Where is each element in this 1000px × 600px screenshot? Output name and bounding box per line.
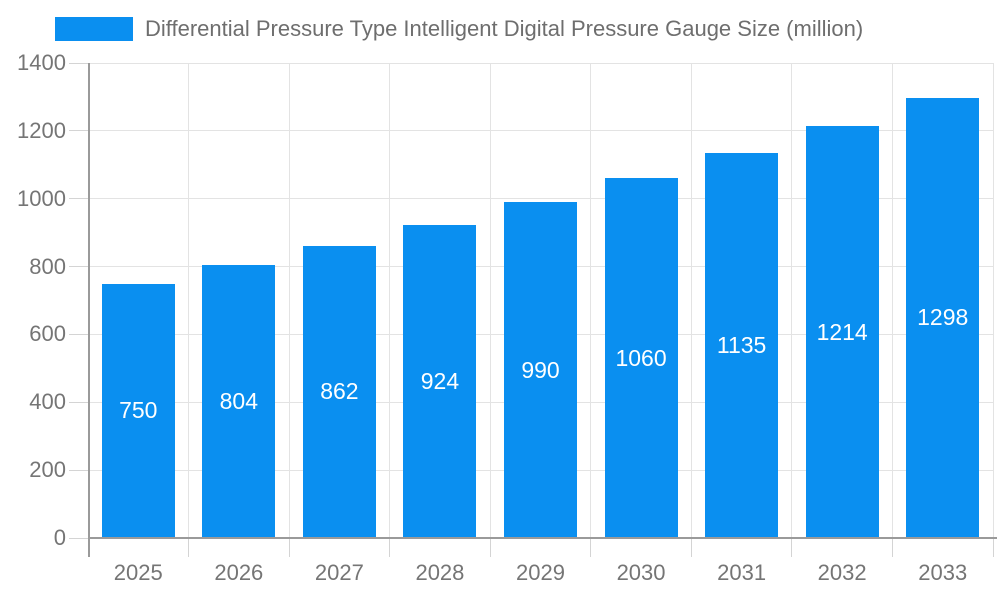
bar-2027: 862 — [302, 245, 376, 538]
bar-2025: 750 — [101, 283, 175, 538]
x-tick-mark — [489, 538, 491, 557]
bar-value-label: 1298 — [917, 304, 969, 331]
v-gridline — [389, 63, 391, 538]
y-axis-label: 200 — [29, 457, 66, 483]
x-tick-mark — [992, 538, 994, 557]
y-tick-mark — [69, 537, 88, 539]
v-gridline — [489, 63, 491, 538]
y-tick-mark — [69, 198, 88, 200]
bar-value-label: 924 — [420, 367, 460, 394]
v-gridline — [188, 63, 190, 538]
x-axis-label: 2029 — [516, 560, 565, 585]
y-axis-label: 0 — [53, 525, 66, 550]
y-axis-label: 1200 — [17, 117, 66, 143]
bar-value-label: 750 — [119, 397, 158, 424]
h-gridline — [88, 62, 993, 64]
x-tick-mark — [690, 538, 692, 557]
x-tick-mark — [188, 538, 190, 557]
y-tick-mark — [69, 333, 88, 335]
x-axis-label: 2032 — [817, 560, 867, 585]
chart-legend: Differential Pressure Type Intelligent D… — [55, 16, 863, 42]
x-axis-label: 2025 — [113, 560, 163, 585]
x-tick-mark — [891, 538, 893, 557]
x-axis-label: 2028 — [415, 560, 465, 585]
v-gridline — [891, 63, 893, 538]
x-tick-mark — [590, 538, 592, 557]
y-tick-mark — [69, 401, 88, 403]
bar-value-label: 1214 — [816, 318, 868, 345]
y-axis-label: 1000 — [17, 185, 66, 211]
bar-value-label: 1135 — [716, 331, 767, 358]
bar-value-label: 804 — [219, 388, 259, 415]
v-gridline — [288, 63, 290, 538]
h-gridline — [88, 130, 993, 132]
y-axis-label: 1400 — [17, 50, 66, 75]
x-axis-label: 2031 — [717, 560, 767, 585]
x-axis-label: 2033 — [918, 560, 968, 585]
y-axis-label: 600 — [29, 321, 66, 347]
h-gridline — [88, 198, 993, 200]
bar-value-label: 862 — [320, 378, 359, 405]
legend-series-label: Differential Pressure Type Intelligent D… — [145, 16, 864, 41]
x-tick-mark — [288, 538, 290, 557]
plot-area: 0 200 400 600 800 1000 1200 1400 750 2025 804 2026 8… — [17, 50, 997, 585]
bar-2028: 924 — [403, 224, 477, 538]
y-tick-mark — [69, 62, 88, 64]
y-tick-mark — [69, 266, 88, 268]
bar-2026: 804 — [202, 265, 276, 538]
bar-2029: 990 — [504, 202, 577, 538]
v-gridline — [590, 63, 592, 538]
v-gridline — [992, 63, 994, 538]
x-axis-label: 2027 — [314, 560, 364, 585]
bar-value-label: 990 — [521, 356, 560, 383]
v-gridline — [791, 63, 793, 538]
bar-2033: 1298 — [906, 97, 980, 538]
bar-value-label: 1060 — [615, 344, 667, 371]
y-axis-label: 800 — [29, 253, 66, 279]
y-tick-mark — [69, 130, 88, 132]
bar-2032: 1214 — [805, 126, 879, 538]
x-axis-line — [88, 537, 997, 539]
bar-2030: 1060 — [604, 178, 678, 538]
x-axis-label: 2026 — [214, 560, 264, 585]
bar-2031: 1135 — [705, 152, 779, 538]
legend-swatch — [55, 17, 133, 41]
x-tick-mark — [389, 538, 391, 557]
y-tick-mark — [69, 469, 88, 471]
x-axis-label: 2030 — [616, 560, 666, 585]
v-gridline — [690, 63, 692, 538]
x-tick-mark — [791, 538, 793, 557]
y-axis-line — [88, 63, 90, 557]
y-axis-label: 400 — [29, 389, 66, 415]
